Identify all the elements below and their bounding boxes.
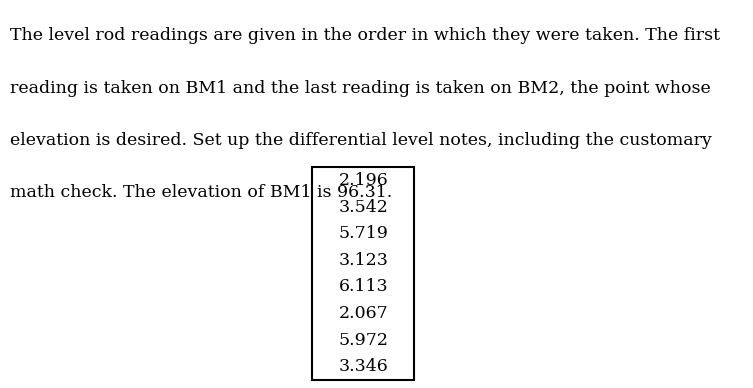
Text: math check. The elevation of BM1 is 96.31.: math check. The elevation of BM1 is 96.3…	[10, 184, 392, 201]
Text: The level rod readings are given in the order in which they were taken. The firs: The level rod readings are given in the …	[10, 27, 720, 44]
Text: 3.123: 3.123	[338, 252, 389, 269]
Bar	[312, 167, 414, 380]
Text: 2.196: 2.196	[338, 172, 389, 189]
Text: 6.113: 6.113	[339, 278, 388, 295]
Text: 5.972: 5.972	[338, 332, 389, 348]
Text: 3.346: 3.346	[338, 358, 389, 375]
Text: reading is taken on BM1 and the last reading is taken on BM2, the point whose: reading is taken on BM1 and the last rea…	[10, 80, 711, 97]
Text: 3.542: 3.542	[338, 199, 389, 215]
Text: 5.719: 5.719	[338, 225, 389, 242]
Text: 2.067: 2.067	[338, 305, 389, 322]
Text: elevation is desired. Set up the differential level notes, including the customa: elevation is desired. Set up the differe…	[10, 132, 712, 149]
